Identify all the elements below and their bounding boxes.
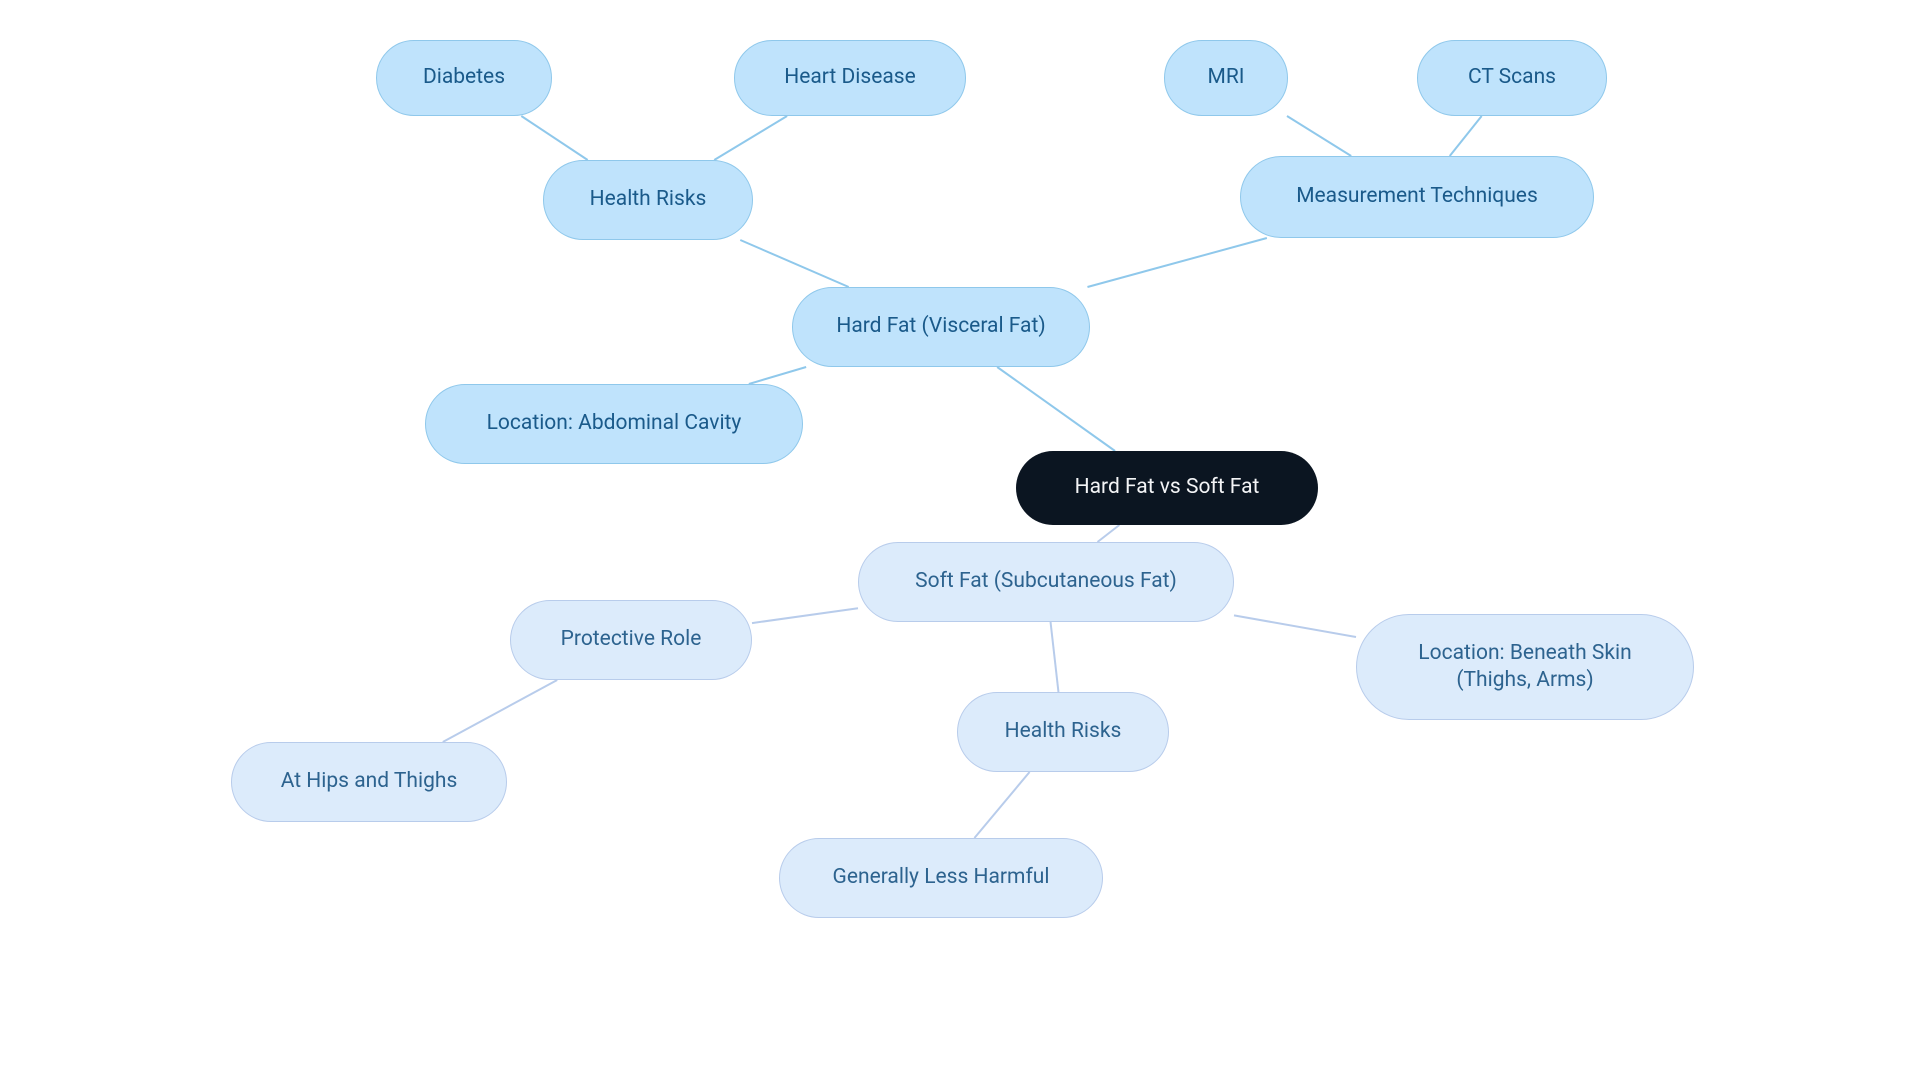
node-label: Location: Abdominal Cavity	[487, 410, 742, 437]
node-hard-fat: Hard Fat (Visceral Fat)	[792, 287, 1090, 367]
node-label: Health Risks	[590, 186, 707, 213]
node-label: Protective Role	[561, 626, 702, 653]
node-generally-less-harmful: Generally Less Harmful	[779, 838, 1103, 918]
node-hard-location: Location: Abdominal Cavity	[425, 384, 803, 464]
node-label: At Hips and Thighs	[281, 768, 458, 795]
node-heart-disease: Heart Disease	[734, 40, 966, 116]
node-root: Hard Fat vs Soft Fat	[1016, 451, 1318, 525]
node-label: Diabetes	[423, 64, 505, 91]
node-soft-fat: Soft Fat (Subcutaneous Fat)	[858, 542, 1234, 622]
node-protective-role: Protective Role	[510, 600, 752, 680]
node-diabetes: Diabetes	[376, 40, 552, 116]
node-ct-scans: CT Scans	[1417, 40, 1607, 116]
node-hard-health-risks: Health Risks	[543, 160, 753, 240]
mindmap-canvas: Hard Fat vs Soft Fat Hard Fat (Visceral …	[0, 0, 1920, 1083]
node-label: Measurement Techniques	[1296, 183, 1538, 210]
node-soft-health-risks: Health Risks	[957, 692, 1169, 772]
node-label: Health Risks	[1005, 718, 1122, 745]
node-mri: MRI	[1164, 40, 1288, 116]
node-soft-location: Location: Beneath Skin (Thighs, Arms)	[1356, 614, 1694, 720]
node-label: Hard Fat (Visceral Fat)	[836, 313, 1045, 340]
node-label: CT Scans	[1468, 64, 1556, 91]
node-label: Generally Less Harmful	[833, 864, 1050, 891]
node-label: MRI	[1208, 64, 1245, 91]
node-label: Location: Beneath Skin (Thighs, Arms)	[1418, 640, 1631, 695]
node-at-hips-and-thighs: At Hips and Thighs	[231, 742, 507, 822]
node-label: Hard Fat vs Soft Fat	[1075, 474, 1260, 501]
node-measurement-techniques: Measurement Techniques	[1240, 156, 1594, 238]
node-label: Heart Disease	[784, 64, 916, 91]
node-label: Soft Fat (Subcutaneous Fat)	[915, 568, 1177, 595]
